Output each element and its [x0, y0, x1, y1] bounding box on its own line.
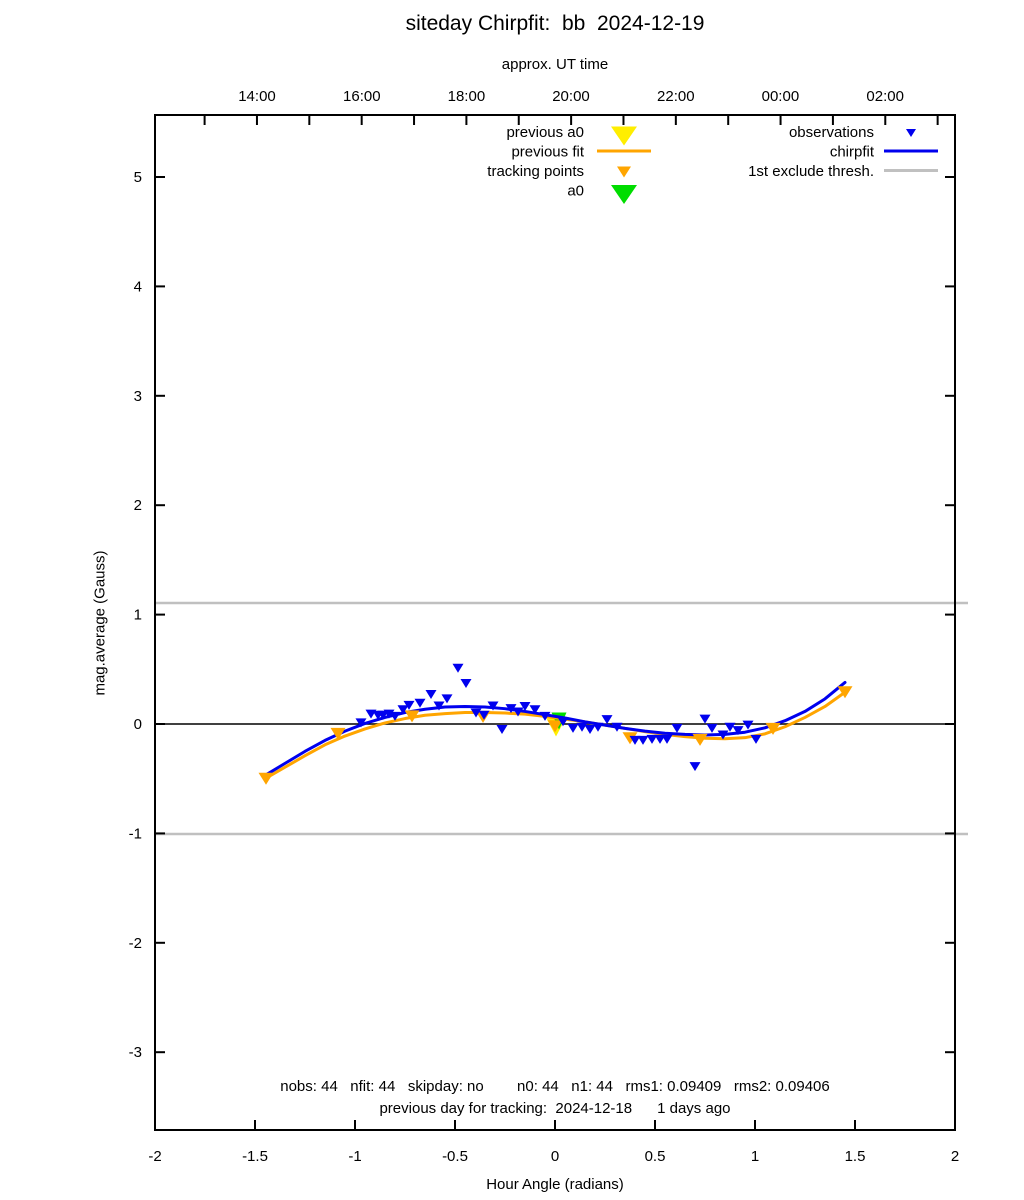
x2-tick-label: 20:00: [552, 88, 590, 105]
observations-marker: [512, 707, 524, 717]
y-tick-label: 5: [134, 169, 142, 186]
x-tick-label: 0.5: [645, 1148, 666, 1165]
observations-marker: [601, 715, 613, 725]
observations-marker: [671, 723, 683, 733]
observations-marker: [452, 663, 464, 673]
chart-title: siteday Chirpfit: bb 2024-12-19: [405, 12, 705, 35]
observations-marker: [478, 710, 490, 720]
y-tick-label: -2: [129, 935, 142, 952]
observations-marker: [750, 734, 762, 744]
observations-marker: [576, 722, 588, 732]
legend-label-observations: observations: [789, 124, 874, 141]
x-tick-label: 0: [551, 1148, 559, 1165]
x-axis-label: Hour Angle (radians): [486, 1176, 624, 1193]
legend-label-1st-exclude-thresh-: 1st exclude thresh.: [748, 163, 874, 180]
observations-marker: [717, 730, 729, 740]
observations-marker: [403, 700, 415, 710]
x2-tick-label: 14:00: [238, 88, 276, 105]
legend-triangle-sample: [611, 126, 637, 146]
tracking-points-marker: [765, 722, 781, 735]
y-tick-label: -3: [129, 1044, 142, 1061]
observations-marker: [661, 734, 673, 744]
legend-label-previous-fit: previous fit: [511, 144, 584, 161]
x-tick-label: -1: [348, 1148, 361, 1165]
x-tick-label: 1.5: [845, 1148, 866, 1165]
observations-marker: [689, 762, 701, 772]
observations-marker: [487, 701, 499, 711]
y-axis-label: mag.average (Gauss): [91, 550, 109, 696]
observations-marker: [557, 717, 569, 727]
observations-marker: [742, 720, 754, 730]
observations-marker: [441, 694, 453, 704]
x2-tick-label: 22:00: [657, 88, 695, 105]
observations-marker: [414, 698, 426, 708]
y-tick-label: 3: [134, 388, 142, 405]
x2-tick-label: 00:00: [762, 88, 800, 105]
observations-marker: [724, 722, 736, 732]
observations-marker: [654, 734, 666, 744]
stats-caption-line2: previous day for tracking: 2024-12-18 1 …: [379, 1100, 731, 1117]
tracking-points-marker: [258, 772, 274, 785]
observations-marker: [592, 722, 604, 732]
observations-marker: [567, 723, 579, 733]
legend-label-tracking-points: tracking points: [487, 163, 584, 180]
legend-triangle-sample: [617, 166, 631, 178]
x-tick-label: 1: [751, 1148, 759, 1165]
observations-marker: [433, 701, 445, 711]
x2-tick-label: 18:00: [448, 88, 486, 105]
observations-marker: [539, 711, 551, 721]
tracking-points-marker: [692, 733, 708, 746]
observations-marker: [496, 724, 508, 734]
tracking-points-marker: [837, 686, 853, 699]
y-tick-label: 0: [134, 716, 142, 733]
stats-caption-line1: nobs: 44 nfit: 44 skipday: no n0: 44 n1:…: [280, 1078, 830, 1095]
observations-marker: [732, 726, 744, 736]
observations-marker: [505, 704, 517, 714]
observations-marker: [611, 722, 623, 732]
legend-label-a0: a0: [567, 183, 584, 200]
observations-marker: [355, 718, 367, 728]
observations-marker: [529, 705, 541, 715]
legend-label-previous-a0: previous a0: [506, 124, 584, 141]
observations-marker: [425, 689, 437, 699]
tracking-points-marker: [547, 720, 563, 733]
tracking-points-marker: [330, 727, 346, 740]
top-axis-label: approx. UT time: [501, 56, 609, 73]
observations-marker: [646, 734, 658, 744]
observations-marker: [637, 735, 649, 745]
tracking-points-marker: [404, 710, 420, 723]
y-tick-label: 1: [134, 607, 142, 624]
y-tick-label: 2: [134, 497, 142, 514]
observations-marker: [460, 679, 472, 689]
plot-border: [154, 114, 956, 1131]
observations-marker: [699, 714, 711, 724]
x-tick-label: -1.5: [242, 1148, 268, 1165]
x2-tick-label: 16:00: [343, 88, 381, 105]
observations-marker: [584, 724, 596, 734]
tracking-points-marker: [622, 732, 638, 745]
x-tick-label: -2: [148, 1148, 161, 1165]
observations-marker: [629, 735, 641, 745]
y-tick-label: 4: [134, 278, 142, 295]
x-tick-label: 2: [951, 1148, 959, 1165]
legend-triangle-sample: [906, 129, 916, 137]
observations-marker: [519, 701, 531, 711]
legend-triangle-sample: [611, 185, 637, 204]
legend-label-chirpfit: chirpfit: [830, 144, 875, 161]
y-tick-label: -1: [129, 825, 142, 842]
x-tick-label: -0.5: [442, 1148, 468, 1165]
observations-marker: [397, 705, 409, 715]
observations-marker: [389, 711, 401, 721]
observations-marker: [706, 723, 718, 733]
x2-tick-label: 02:00: [866, 88, 904, 105]
